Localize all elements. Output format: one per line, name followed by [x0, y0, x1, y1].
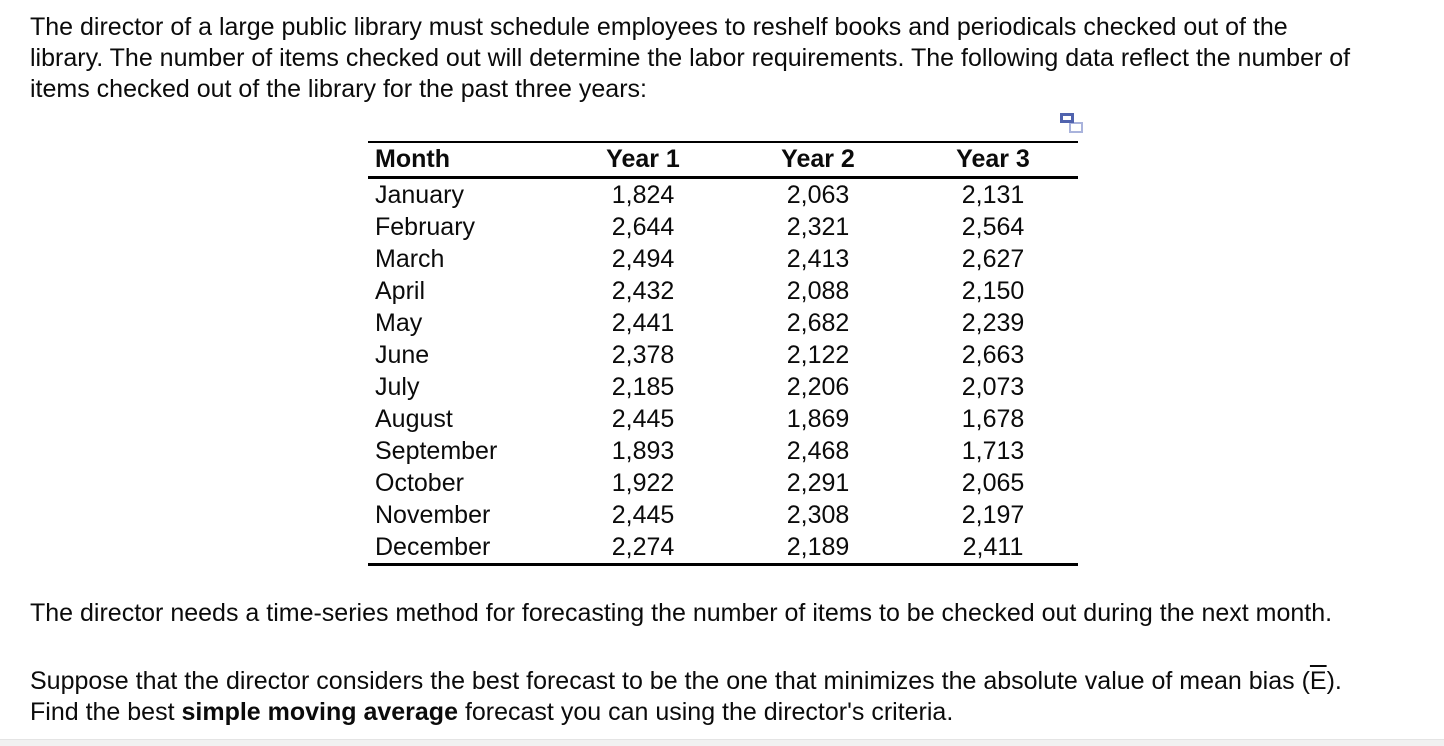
value-cell: 2,131 [961, 181, 1025, 209]
value-cell: 2,413 [786, 245, 850, 273]
month-cell: May [375, 309, 423, 337]
value-cell: 1,893 [611, 437, 675, 465]
column-header-year3: Year 3 [908, 142, 1078, 179]
copy-icon[interactable] [1060, 113, 1087, 138]
value-cell: 2,239 [961, 309, 1025, 337]
value-cell: 2,441 [611, 309, 675, 337]
value-cell: 2,445 [611, 501, 675, 529]
value-cell: 2,378 [611, 341, 675, 369]
question-line1-suffix: ). [1326, 667, 1342, 695]
value-cell: 2,445 [611, 405, 675, 433]
problem-page: The director of a large public library m… [30, 0, 1418, 728]
copy-icon-front-square [1060, 113, 1074, 123]
month-cell: October [375, 469, 464, 497]
month-cell: January [375, 181, 464, 209]
table-header: Month Year 1 Year 2 Year 3 [368, 142, 1078, 179]
value-cell: 2,088 [786, 277, 850, 305]
value-cell: 2,122 [786, 341, 850, 369]
mean-bias-symbol: E [1309, 667, 1327, 695]
table-toolbar-row [368, 112, 1083, 141]
value-cell: 2,432 [611, 277, 675, 305]
bottom-page-edge [0, 739, 1444, 746]
value-cell: 2,627 [961, 245, 1025, 273]
value-cell: 2,065 [961, 469, 1025, 497]
value-cell: 1,678 [961, 405, 1025, 433]
header-row: Month Year 1 Year 2 Year 3 [368, 142, 1078, 179]
value-cell: 1,922 [611, 469, 675, 497]
value-cell: 2,564 [961, 213, 1025, 241]
column-header-month: Month [368, 142, 558, 179]
question-line1-prefix: Suppose that the director considers the … [30, 667, 1310, 695]
problem-intro-paragraph: The director of a large public library m… [30, 0, 1418, 105]
value-cell: 2,321 [786, 213, 850, 241]
value-cell: 1,869 [786, 405, 850, 433]
table-row: November 2,445 2,308 2,197 [368, 499, 1078, 531]
question-line2-bold: simple moving average [181, 698, 458, 726]
checkout-data-table: Month Year 1 Year 2 Year 3 January 1,824… [368, 141, 1078, 566]
question-line2-suffix: forecast you can using the director's cr… [458, 698, 954, 726]
copy-icon-back-square [1069, 122, 1083, 133]
table-row: December 2,274 2,189 2,411 [368, 531, 1078, 565]
value-cell: 2,663 [961, 341, 1025, 369]
table-row: February 2,644 2,321 2,564 [368, 211, 1078, 243]
table-row: August 2,445 1,869 1,678 [368, 403, 1078, 435]
intro-line-1: The director of a large public library m… [30, 13, 1288, 41]
value-cell: 2,189 [786, 533, 850, 561]
month-cell: December [375, 533, 491, 561]
question-line-1: Suppose that the director considers the … [30, 666, 1418, 697]
month-cell: March [375, 245, 445, 273]
value-cell: 2,644 [611, 213, 675, 241]
value-cell: 2,494 [611, 245, 675, 273]
checkout-data-table-block: Month Year 1 Year 2 Year 3 January 1,824… [368, 112, 1083, 566]
forecast-need-line: The director needs a time-series method … [30, 599, 1333, 627]
column-header-year2: Year 2 [728, 142, 908, 179]
month-cell: July [375, 373, 420, 401]
table-row: July 2,185 2,206 2,073 [368, 371, 1078, 403]
value-cell: 2,274 [611, 533, 675, 561]
value-cell: 2,411 [962, 533, 1024, 561]
question-paragraph: Suppose that the director considers the … [30, 666, 1418, 728]
month-cell: April [375, 277, 426, 305]
intro-line-2: library. The number of items checked out… [30, 44, 1351, 72]
table-row: September 1,893 2,468 1,713 [368, 435, 1078, 467]
value-cell: 2,682 [786, 309, 850, 337]
column-header-year1: Year 1 [558, 142, 728, 179]
month-cell: August [375, 405, 453, 433]
intro-line-3: items checked out of the library for the… [30, 75, 647, 103]
value-cell: 2,468 [786, 437, 850, 465]
table-row: October 1,922 2,291 2,065 [368, 467, 1078, 499]
value-cell: 2,063 [786, 181, 850, 209]
table-body: January 1,824 2,063 2,131 February 2,644… [368, 178, 1078, 565]
value-cell: 2,291 [786, 469, 850, 497]
question-line2-prefix: Find the best [30, 698, 182, 726]
value-cell: 2,197 [961, 501, 1025, 529]
value-cell: 2,150 [961, 277, 1025, 305]
table-row: June 2,378 2,122 2,663 [368, 339, 1078, 371]
table-row: May 2,441 2,682 2,239 [368, 307, 1078, 339]
table-row: January 1,824 2,063 2,131 [368, 178, 1078, 212]
table-row: April 2,432 2,088 2,150 [368, 275, 1078, 307]
month-cell: November [375, 501, 491, 529]
value-cell: 1,713 [961, 437, 1025, 465]
value-cell: 1,824 [611, 181, 675, 209]
forecast-need-paragraph: The director needs a time-series method … [30, 598, 1418, 629]
value-cell: 2,308 [786, 501, 850, 529]
question-line-2: Find the best simple moving average fore… [30, 697, 1418, 728]
month-cell: February [375, 213, 476, 241]
month-cell: June [375, 341, 430, 369]
value-cell: 2,185 [611, 373, 675, 401]
table-row: March 2,494 2,413 2,627 [368, 243, 1078, 275]
month-cell: September [375, 437, 498, 465]
value-cell: 2,073 [961, 373, 1025, 401]
value-cell: 2,206 [786, 373, 850, 401]
